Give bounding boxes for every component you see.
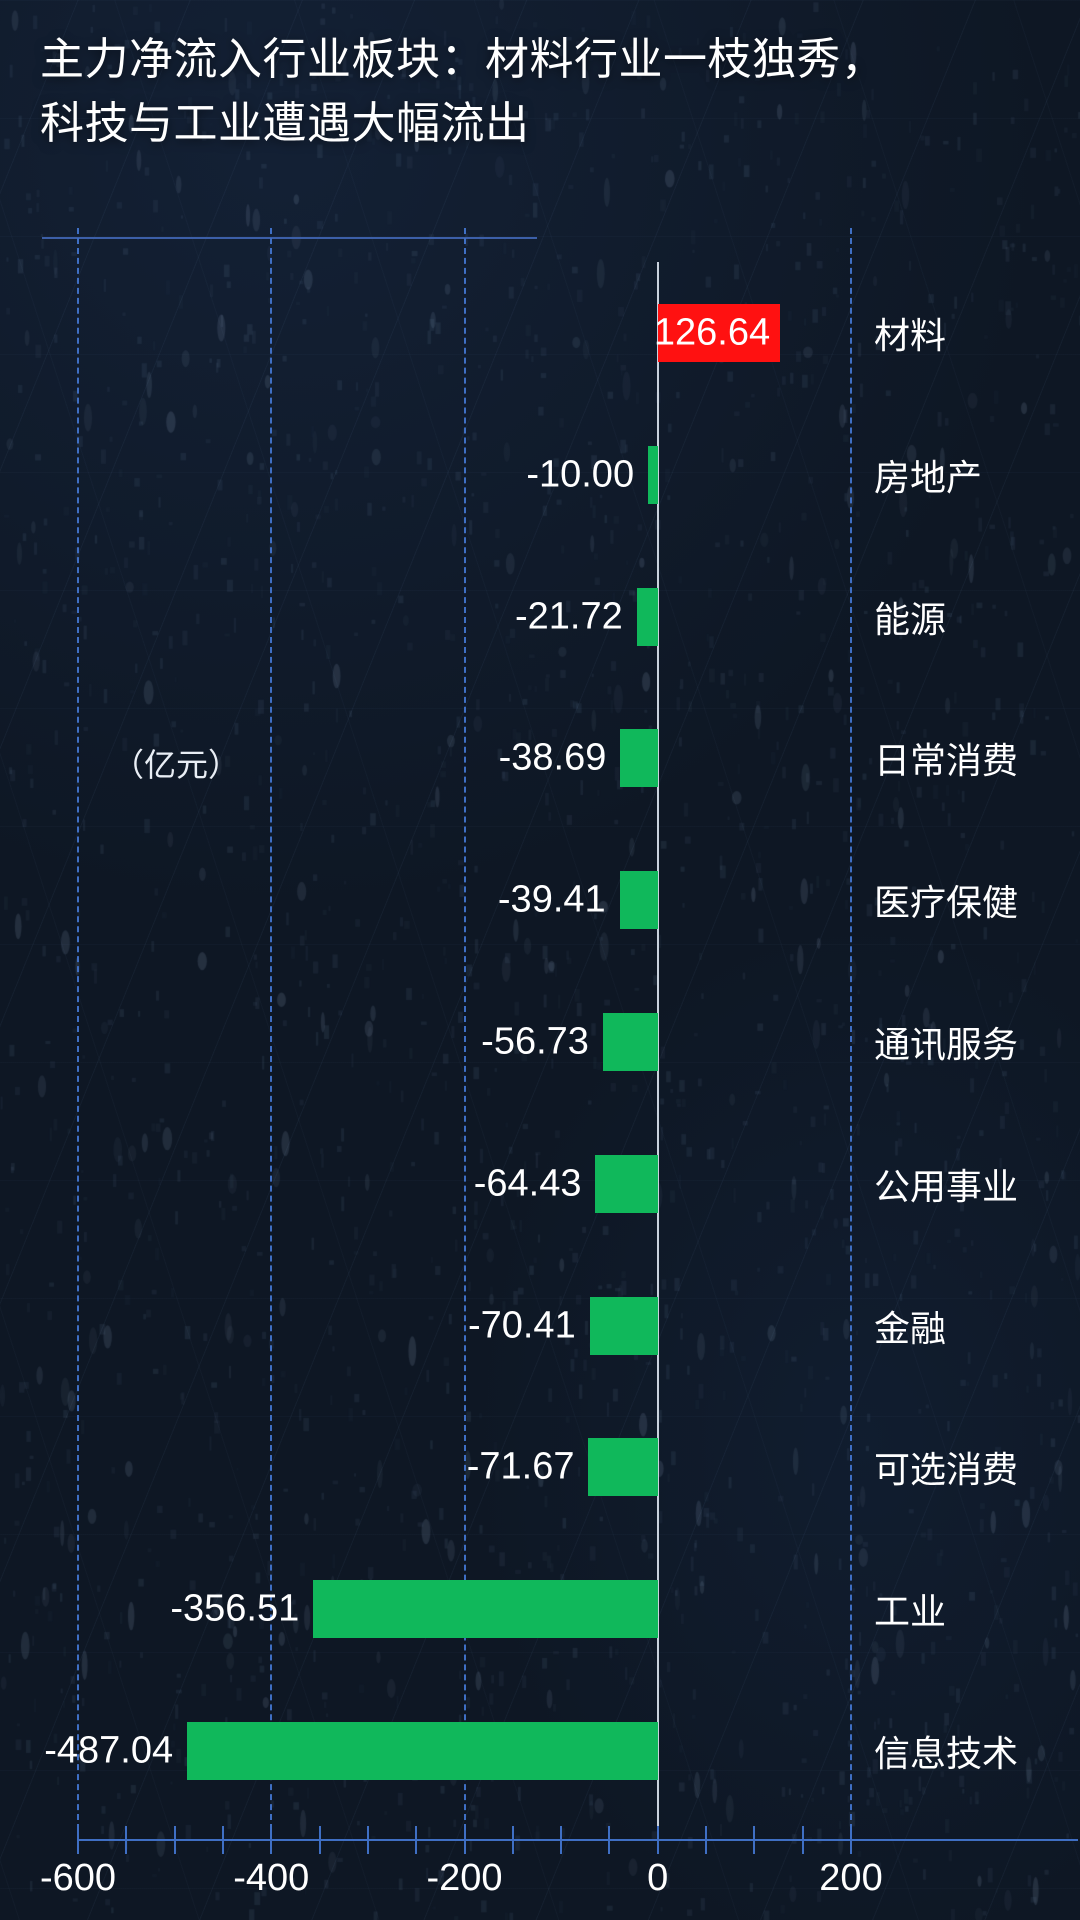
category-label: 房地产	[874, 456, 983, 498]
x-axis-tick	[366, 1826, 369, 1854]
x-axis-tick	[753, 1826, 756, 1854]
bar-value-label: -64.43	[473, 1162, 582, 1205]
x-axis-tick	[125, 1826, 128, 1854]
category-label: 通讯服务	[874, 1024, 1019, 1065]
category-label: 信息技术	[874, 1733, 1019, 1775]
gridline	[463, 228, 466, 1840]
x-axis-tick	[415, 1826, 418, 1854]
unit-annotation: （亿元）	[112, 747, 241, 783]
bar-value-label: -487.04	[44, 1729, 174, 1772]
x-axis	[78, 1839, 1078, 1841]
x-axis-tick	[560, 1826, 563, 1854]
chart-row: -21.72 能源	[0, 587, 1080, 646]
x-axis-tick	[705, 1826, 708, 1854]
x-axis-tick-label: -200	[426, 1857, 503, 1899]
x-axis-tick-label: -600	[39, 1857, 117, 1899]
category-label: 公用事业	[874, 1165, 1019, 1207]
x-axis-tick	[173, 1826, 176, 1854]
bar-negative[interactable]	[619, 871, 658, 930]
x-axis-tick-label: -400	[233, 1857, 310, 1899]
x-axis-tick	[463, 1826, 466, 1854]
chart-row: -10.00 房地产	[0, 445, 1080, 504]
chart-row: -70.41 金融	[0, 1296, 1080, 1355]
bar-negative[interactable]	[313, 1580, 658, 1639]
bar-value-label: -10.00	[526, 453, 635, 496]
category-label: 材料	[874, 314, 947, 356]
bar-negative[interactable]	[588, 1438, 658, 1497]
bar-negative[interactable]	[648, 445, 658, 504]
chart-row: -39.41 医疗保健	[0, 871, 1080, 930]
x-axis-tick	[270, 1826, 273, 1854]
category-label: 能源	[874, 598, 947, 640]
bar-negative[interactable]	[589, 1296, 658, 1355]
x-axis-tick	[511, 1826, 514, 1854]
x-axis-tick	[801, 1826, 804, 1854]
bar-value-label: -56.73	[481, 1020, 589, 1063]
bar-negative[interactable]	[187, 1722, 658, 1781]
x-axis-tick	[656, 1826, 659, 1854]
chart-row: -56.73 通讯服务	[0, 1013, 1080, 1071]
category-label: 工业	[874, 1591, 947, 1633]
gridline	[270, 228, 273, 1840]
gridline	[77, 228, 79, 1840]
bar-value-label: -71.67	[466, 1445, 575, 1488]
zero-axis-line	[656, 262, 659, 1840]
title-accent-rule	[42, 237, 537, 239]
bar-positive[interactable]	[657, 303, 781, 362]
bar-negative[interactable]	[595, 1154, 658, 1213]
x-axis-tick	[77, 1826, 79, 1854]
bar-value-label: -21.72	[515, 595, 623, 638]
chart-row: 126.64 材料	[0, 303, 1080, 362]
page-title: 主力净流入行业板块：材料行业一枝独秀，科技与工业遭遇大幅流出	[40, 35, 886, 148]
x-axis-tick	[608, 1826, 611, 1854]
bar-value-label: -356.51	[170, 1587, 300, 1630]
bar-value-label: -39.41	[497, 878, 606, 921]
chart-row: -38.69 日常消费	[0, 729, 1080, 788]
chart-row: -64.43 公用事业	[0, 1154, 1080, 1213]
x-axis-tick-label: 0	[647, 1857, 669, 1899]
category-label: 医疗保健	[874, 882, 1019, 924]
category-label: 金融	[874, 1307, 947, 1349]
x-axis-tick	[850, 1826, 852, 1854]
x-axis-tick	[221, 1826, 224, 1854]
category-label: 日常消费	[874, 740, 1019, 782]
bar-value-label: -38.69	[498, 736, 607, 779]
bar-value-label: -70.41	[467, 1304, 576, 1347]
bar-negative[interactable]	[620, 729, 658, 788]
bar-value-label: 126.64	[653, 311, 771, 354]
category-label: 可选消费	[874, 1449, 1019, 1491]
chart-row: -487.04 信息技术	[0, 1722, 1080, 1781]
chart-row: -71.67 可选消费	[0, 1438, 1080, 1497]
bar-negative[interactable]	[602, 1013, 658, 1071]
chart-row: -356.51 工业	[0, 1580, 1080, 1639]
gridline	[850, 228, 852, 1840]
x-axis-tick	[318, 1826, 321, 1854]
bar-negative[interactable]	[636, 587, 658, 646]
x-axis-tick-label: 200	[819, 1857, 883, 1899]
